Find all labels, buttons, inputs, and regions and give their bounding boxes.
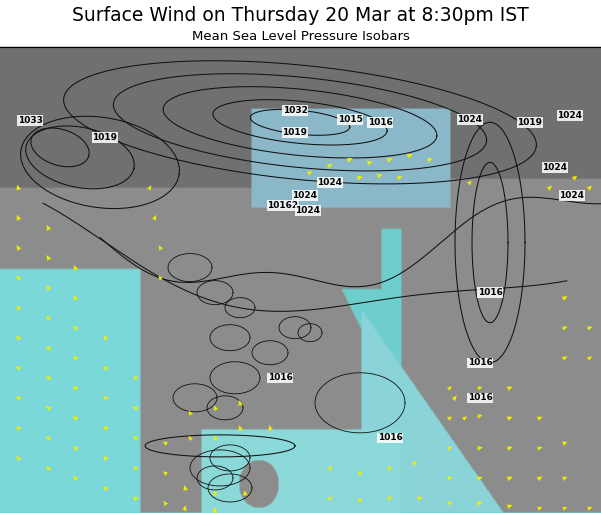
Text: 10162: 10162 (267, 201, 299, 210)
Text: 1016: 1016 (468, 358, 492, 367)
Text: 1016: 1016 (368, 118, 392, 127)
Text: 1024: 1024 (296, 206, 320, 215)
Text: Mean Sea Level Pressure Isobars: Mean Sea Level Pressure Isobars (192, 30, 409, 43)
Text: 1024: 1024 (560, 191, 585, 200)
Text: Surface Wind on Thursday 20 Mar at 8:30pm IST: Surface Wind on Thursday 20 Mar at 8:30p… (72, 6, 529, 25)
Text: 1019: 1019 (282, 128, 308, 137)
Text: 1024: 1024 (558, 111, 582, 120)
Text: 1016: 1016 (478, 288, 502, 297)
Text: 1024: 1024 (543, 163, 567, 172)
Text: 1016: 1016 (468, 393, 492, 402)
Text: 1019: 1019 (517, 118, 543, 127)
Text: 1015: 1015 (338, 115, 362, 124)
Text: 1024: 1024 (457, 115, 483, 124)
Text: 1019: 1019 (93, 133, 118, 142)
Text: 1032: 1032 (282, 106, 308, 115)
Text: 1016: 1016 (267, 373, 293, 382)
Text: 1024: 1024 (293, 191, 317, 200)
Text: 1016: 1016 (377, 433, 403, 442)
Text: 1024: 1024 (317, 178, 343, 187)
Text: 1033: 1033 (17, 116, 43, 125)
